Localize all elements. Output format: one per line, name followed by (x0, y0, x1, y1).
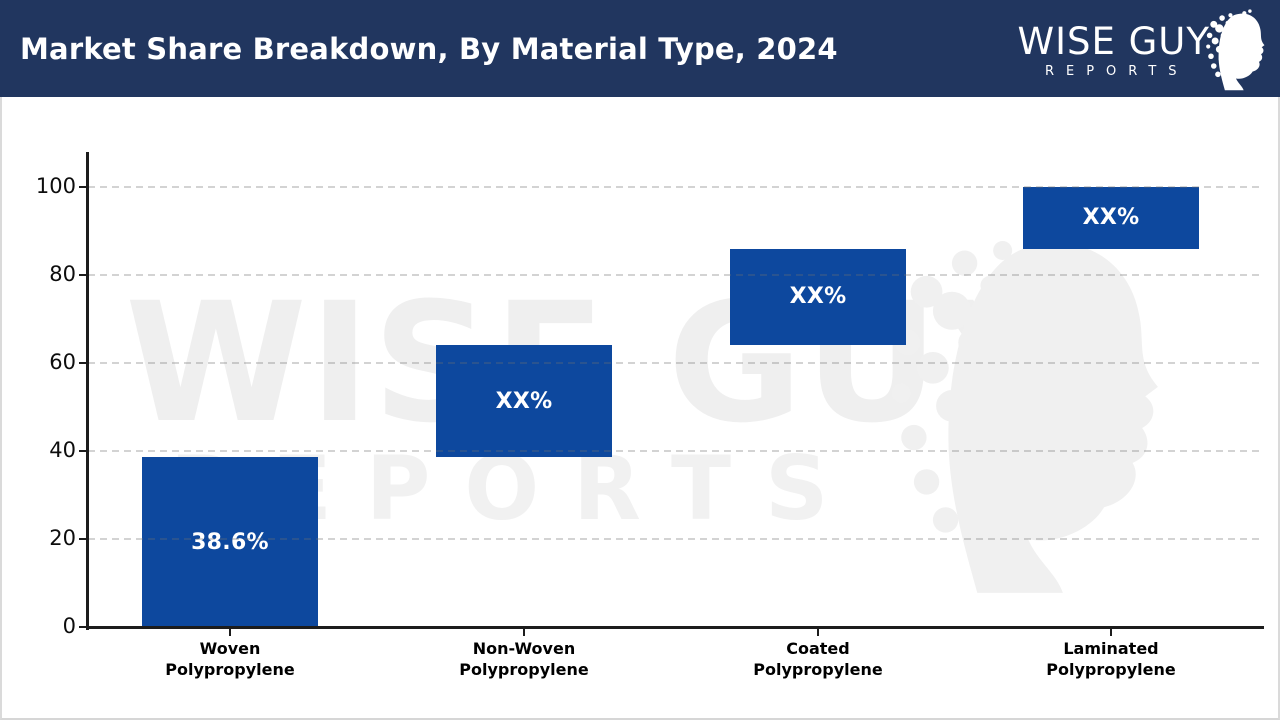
y-axis-tick-label: 40 (49, 438, 76, 462)
gridline (88, 362, 1262, 364)
y-axis-tick (79, 186, 88, 188)
category-label: Coated Polypropylene (693, 638, 943, 680)
category-label: Laminated Polypropylene (986, 638, 1236, 680)
bar-segment: XX% (730, 248, 906, 346)
logo-text: WISE GUY REPORTS (1017, 19, 1210, 79)
watermark-head-icon (891, 223, 1158, 593)
bar-segment: 38.6% (142, 457, 318, 627)
category-label-line: Polypropylene (753, 660, 883, 679)
bar-segment: XX% (436, 345, 612, 458)
y-axis-tick (79, 362, 88, 364)
gridline (88, 274, 1262, 276)
bar-segment: XX% (1023, 187, 1199, 249)
gridline (88, 538, 1262, 540)
brand-logo: WISE GUY REPORTS (1017, 9, 1268, 91)
y-axis-tick-label: 0 (62, 614, 76, 638)
bar-value-label: 38.6% (191, 529, 269, 555)
category-label: Woven Polypropylene (105, 638, 355, 680)
logo-head-icon (1206, 9, 1265, 91)
category-label-line: Polypropylene (459, 660, 589, 679)
y-axis-tick (79, 626, 88, 628)
bar-value-label: XX% (789, 284, 847, 310)
category-label-line: Woven (199, 639, 261, 658)
y-axis-tick (79, 450, 88, 452)
page-title: Market Share Breakdown, By Material Type… (20, 31, 838, 66)
y-axis-tick-label: 60 (49, 350, 76, 374)
gridline (88, 186, 1262, 188)
y-axis-line (86, 152, 89, 630)
x-axis-tick (229, 627, 231, 636)
x-axis-tick (523, 627, 525, 636)
x-axis-line (86, 626, 1264, 629)
y-axis-tick-label: 80 (49, 262, 76, 286)
x-axis-tick (1110, 627, 1112, 636)
category-label-line: Laminated (1063, 639, 1159, 658)
logo-wordmark: WISE GUY (1017, 19, 1210, 63)
header-bar: Market Share Breakdown, By Material Type… (0, 0, 1280, 97)
x-axis-tick (817, 627, 819, 636)
logo-subtitle: REPORTS (1044, 63, 1189, 79)
category-label: Non-Woven Polypropylene (399, 638, 649, 680)
y-axis-tick (79, 274, 88, 276)
category-label-line: Non-Woven (472, 639, 576, 658)
y-axis-tick-label: 20 (49, 526, 76, 550)
gridline (88, 450, 1262, 452)
bar-value-label: XX% (1082, 205, 1140, 231)
category-label-line: Polypropylene (1046, 660, 1176, 679)
y-axis-tick (79, 538, 88, 540)
bar-value-label: XX% (495, 388, 553, 414)
category-label-line: Coated (786, 639, 850, 658)
category-label-line: Polypropylene (165, 660, 295, 679)
y-axis-tick-label: 100 (35, 174, 76, 198)
